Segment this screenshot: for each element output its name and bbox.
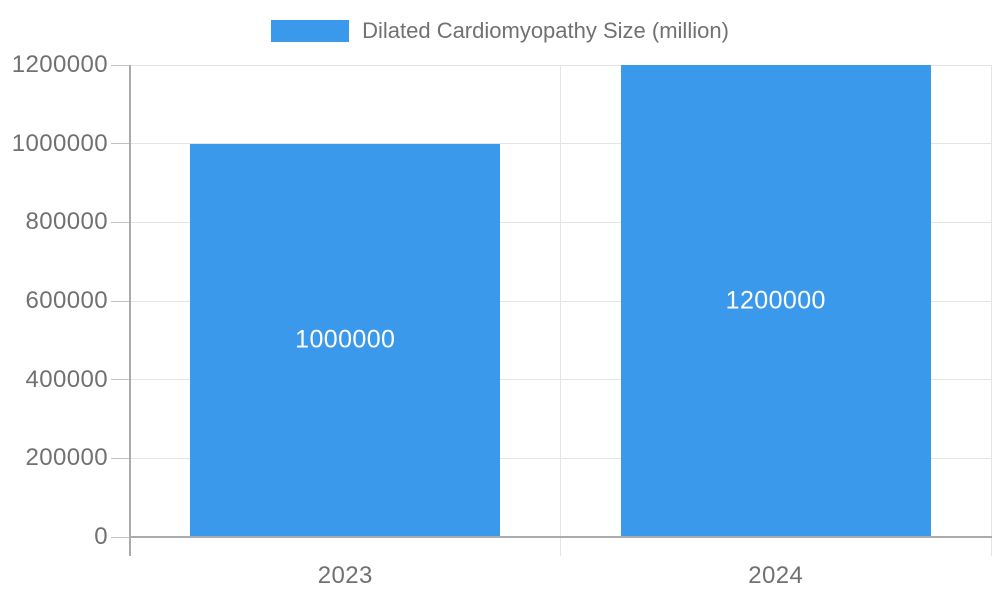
y-axis-tick [111,536,130,538]
y-axis-tick [111,143,130,145]
y-axis-tick-label: 600000 [25,287,108,314]
bar-2024 [620,65,931,537]
x-gridline [990,65,992,556]
y-axis-tick [111,300,130,302]
y-axis-tick-label: 800000 [25,208,108,236]
bar-value-label: 1000000 [295,325,396,354]
y-axis-tick [111,64,130,66]
y-axis-tick [111,457,130,459]
y-axis-line [129,65,131,556]
x-axis-line [129,536,992,538]
x-axis-tick-label: 2023 [317,562,373,589]
legend-label: Dilated Cardiomyopathy Size (million) [362,18,729,43]
y-axis-tick-label: 0 [94,523,108,550]
bar-value-label: 1200000 [725,286,826,315]
y-axis-tick [111,221,130,223]
y-axis-tick-label: 200000 [25,444,108,472]
legend-swatch-icon [271,20,350,42]
x-axis-tick-label: 2024 [748,562,804,589]
chart-legend[interactable]: Dilated Cardiomyopathy Size (million) [0,18,1000,44]
x-gridline [560,65,561,556]
bar-2023 [190,143,501,537]
y-axis-tick-label: 400000 [25,365,108,393]
y-axis-tick-label: 1200000 [11,51,108,78]
y-axis-tick-label: 1000000 [11,129,108,157]
y-axis-tick [111,379,130,381]
